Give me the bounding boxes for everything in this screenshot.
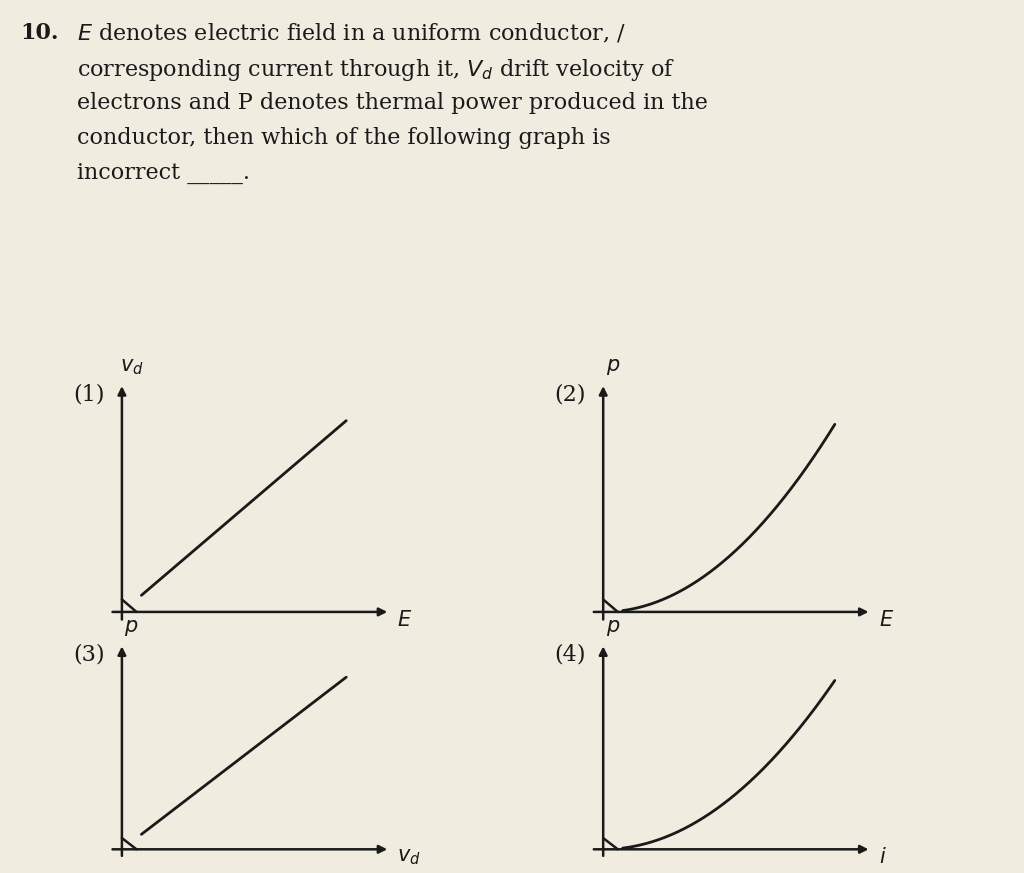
Text: $i$: $i$ (879, 847, 887, 867)
Text: electrons and P denotes thermal power produced in the: electrons and P denotes thermal power pr… (77, 92, 708, 113)
Text: $E$: $E$ (397, 610, 413, 630)
Text: (4): (4) (554, 643, 586, 665)
Text: $p$: $p$ (125, 618, 139, 638)
Text: incorrect _____.: incorrect _____. (77, 162, 250, 183)
Text: corresponding current through it, $V_d$ drift velocity of: corresponding current through it, $V_d$ … (77, 57, 675, 83)
Text: $v_d$: $v_d$ (397, 847, 421, 867)
Text: $p$: $p$ (606, 357, 621, 377)
Text: $E$ denotes electric field in a uniform conductor, /: $E$ denotes electric field in a uniform … (77, 22, 626, 45)
Text: (1): (1) (73, 383, 104, 405)
Text: conductor, then which of the following graph is: conductor, then which of the following g… (77, 127, 610, 148)
Text: (3): (3) (73, 643, 104, 665)
Text: $v_d$: $v_d$ (120, 357, 143, 377)
Text: $p$: $p$ (606, 618, 621, 638)
Text: 10.: 10. (20, 22, 59, 44)
Text: $E$: $E$ (879, 610, 894, 630)
Text: (2): (2) (554, 383, 586, 405)
